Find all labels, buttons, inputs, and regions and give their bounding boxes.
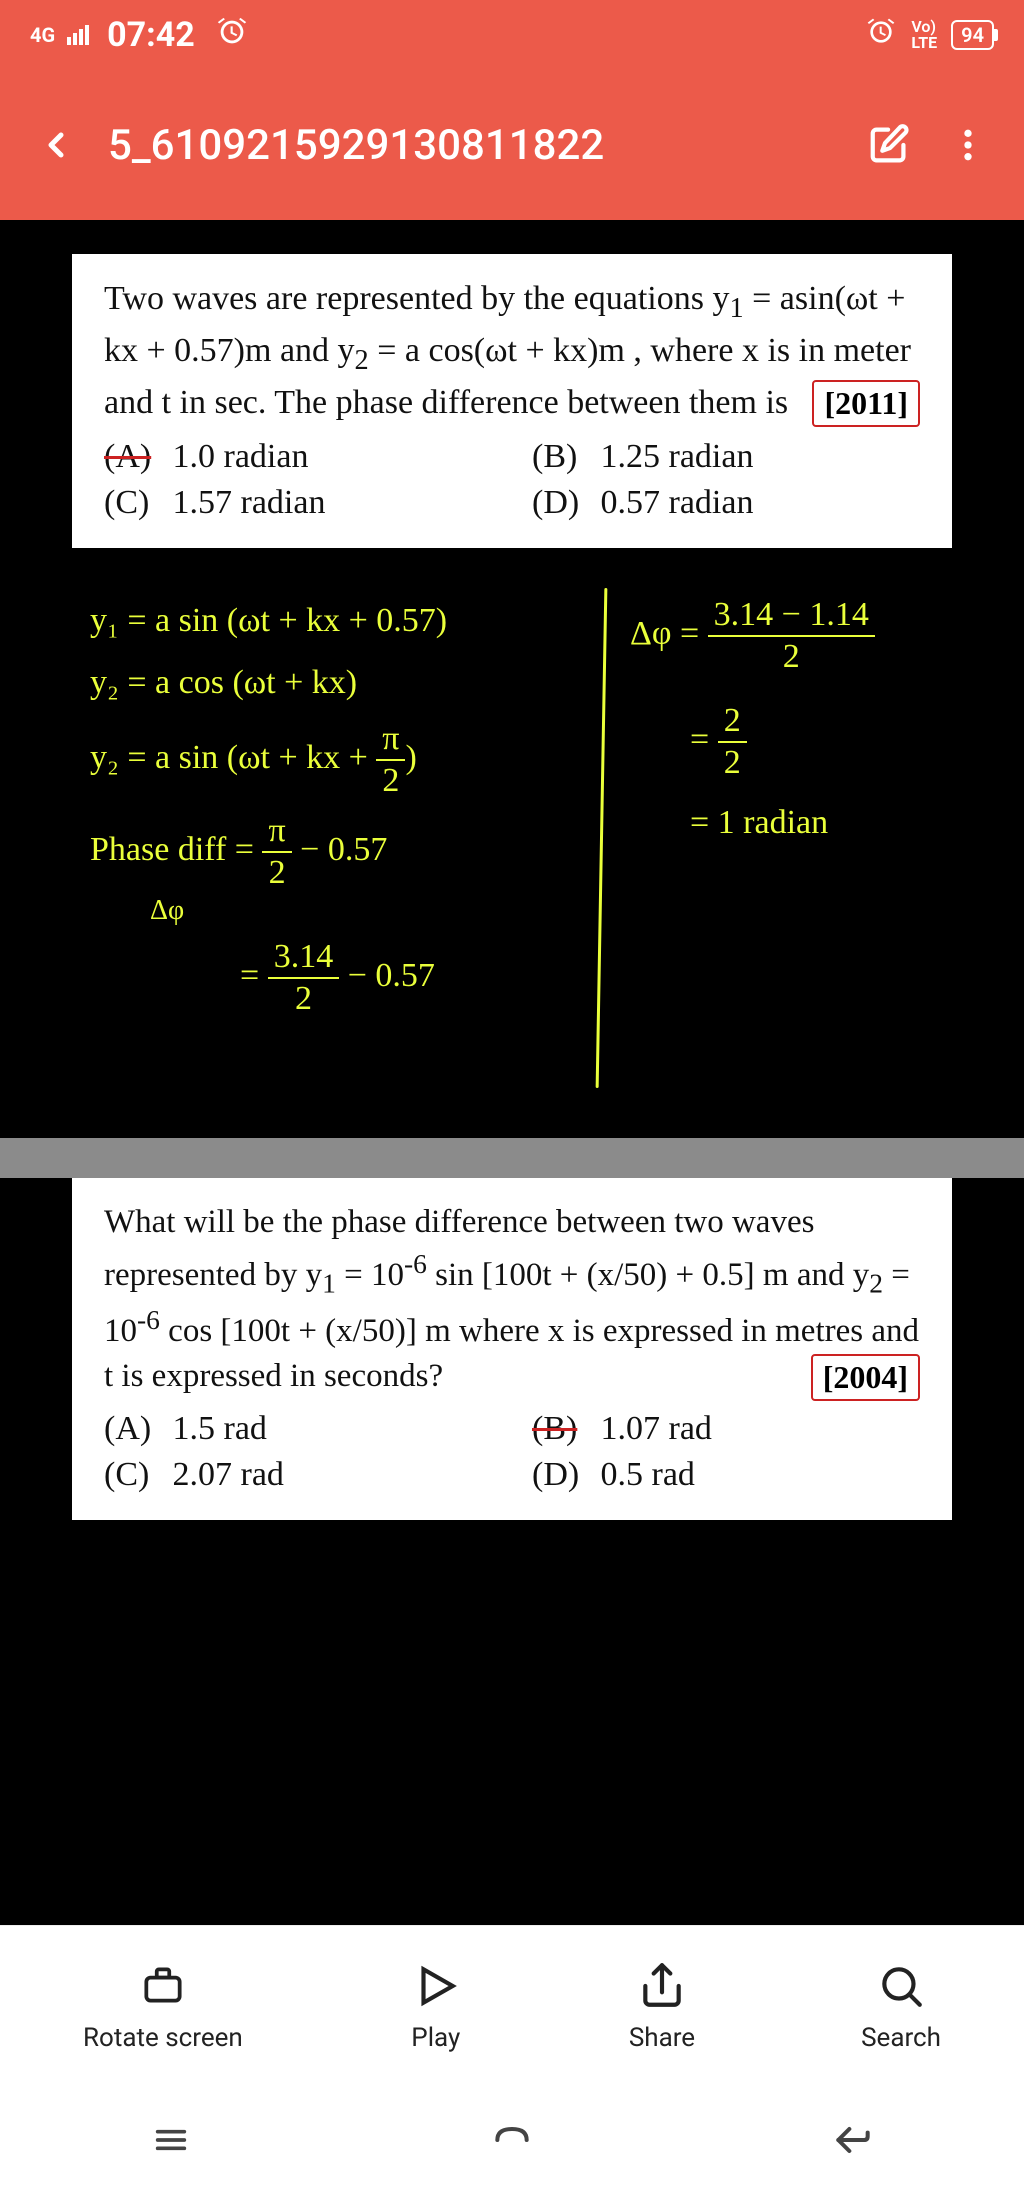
page-title: 5_6109215929130811822 [108, 121, 604, 170]
video-content[interactable]: Two waves are represented by the equatio… [0, 220, 1024, 1925]
play-button[interactable]: Play [409, 1959, 463, 2053]
battery-indicator: 94 [951, 20, 994, 50]
year-tag: [2004] [811, 1354, 920, 1401]
option-a: (A) 1.0 radian [104, 438, 492, 476]
tool-label: Rotate screen [83, 2023, 243, 2053]
signal-bars-icon [67, 25, 89, 45]
option-b: (B) 1.25 radian [532, 438, 920, 476]
search-button[interactable]: Search [861, 1959, 941, 2053]
question-panel-2: What will be the phase difference betwee… [72, 1178, 952, 1520]
tool-label: Play [411, 2023, 460, 2053]
divider-strip [0, 1138, 1024, 1178]
edit-button[interactable] [864, 119, 916, 171]
volte-indicator: Vo) LTE [911, 19, 937, 51]
alarm-icon [865, 16, 897, 55]
share-icon [635, 1959, 689, 2013]
option-d: (D) 0.5 rad [532, 1456, 920, 1494]
network-indicator: 4G [30, 23, 55, 47]
alarm-icon [215, 15, 249, 56]
status-time: 07:42 [107, 15, 195, 55]
question-text: Two waves are represented by the equatio… [104, 276, 920, 426]
back-button[interactable] [30, 119, 82, 171]
more-button[interactable] [942, 119, 994, 171]
options-grid: (A) 1.5 rad (B) 1.07 rad (C) 2.07 rad (D… [104, 1410, 920, 1494]
option-c: (C) 2.07 rad [104, 1456, 492, 1494]
options-grid: (A) 1.0 radian (B) 1.25 radian (C) 1.57 … [104, 438, 920, 522]
question-text: What will be the phase difference betwee… [104, 1200, 920, 1398]
option-a: (A) 1.5 rad [104, 1410, 492, 1448]
status-bar: 4G 07:42 Vo) LTE 94 [0, 0, 1024, 70]
tool-label: Share [629, 2023, 695, 2053]
option-c: (C) 1.57 radian [104, 484, 492, 522]
year-tag: [2011] [812, 380, 920, 427]
app-header: 5_6109215929130811822 [0, 70, 1024, 220]
home-button[interactable] [486, 2114, 538, 2166]
system-navbar [0, 2085, 1024, 2195]
bottom-toolbar: Rotate screen Play Share Search [0, 1925, 1024, 2085]
rotate-button[interactable]: Rotate screen [83, 1959, 243, 2053]
rotate-icon [136, 1959, 190, 2013]
option-d: (D) 0.57 radian [532, 484, 920, 522]
share-button[interactable]: Share [629, 1959, 695, 2053]
back-button[interactable] [827, 2114, 879, 2166]
handwriting-working: y₁ = a sin (ωt + kx + 0.57) y₂ = a cos (… [40, 588, 984, 1118]
play-icon [409, 1959, 463, 2013]
recents-button[interactable] [145, 2114, 197, 2166]
tool-label: Search [861, 2023, 941, 2053]
question-panel-1: Two waves are represented by the equatio… [72, 254, 952, 548]
option-b: (B) 1.07 rad [532, 1410, 920, 1448]
search-icon [874, 1959, 928, 2013]
